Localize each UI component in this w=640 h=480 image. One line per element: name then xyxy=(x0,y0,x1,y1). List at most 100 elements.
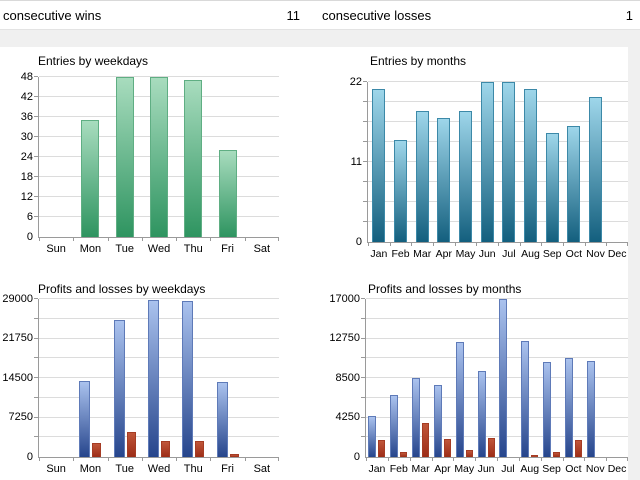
x-axis-label: Aug xyxy=(520,463,540,475)
x-axis-label: Jan xyxy=(370,248,388,260)
y-axis-tick xyxy=(363,201,367,202)
bar-entries xyxy=(115,77,134,237)
gridline xyxy=(366,436,628,438)
bar-loss xyxy=(465,449,473,457)
bar-loss xyxy=(229,453,239,457)
gridline xyxy=(39,298,279,299)
x-axis-tick xyxy=(39,457,40,461)
x-axis-label: Dec xyxy=(607,463,627,475)
bar-loss xyxy=(161,440,170,457)
x-axis-tick xyxy=(541,242,543,246)
bar-loss xyxy=(92,442,102,457)
y-axis-label: 6 xyxy=(26,210,33,223)
consecutive-wins-value: 11 xyxy=(286,7,301,23)
consecutive-losses-cell: consecutive losses 1 xyxy=(300,8,640,23)
y-axis-label: 0 xyxy=(355,235,362,248)
y-axis-tick xyxy=(34,396,38,398)
gridline xyxy=(39,357,279,359)
x-axis-tick xyxy=(563,242,564,246)
y-axis-tick xyxy=(34,136,38,137)
x-axis-tick xyxy=(107,237,109,241)
y-axis-label: 12 xyxy=(20,190,33,203)
y-axis-label: 29000 xyxy=(2,292,33,305)
gridline xyxy=(39,337,279,339)
bar-loss xyxy=(378,440,386,457)
bar-entries xyxy=(394,140,407,242)
gridline xyxy=(366,416,628,418)
bar-loss xyxy=(531,455,539,457)
y-axis-tick xyxy=(34,76,38,77)
y-axis-label: 24 xyxy=(20,150,33,163)
bar-entries xyxy=(437,118,451,242)
x-axis-tick xyxy=(584,242,586,246)
x-axis-tick xyxy=(454,242,456,246)
x-axis-label: Wed xyxy=(147,463,171,475)
y-axis-tick xyxy=(34,196,38,197)
bar-profit xyxy=(521,340,530,457)
gridline xyxy=(368,81,628,82)
y-axis-tick xyxy=(361,436,365,438)
x-axis-tick xyxy=(176,237,178,241)
consecutive-wins-cell: consecutive wins 11 xyxy=(0,8,300,23)
x-axis-tick xyxy=(39,237,40,241)
chart-entries-by-weekdays: Entries by weekdays 0 6 12 18 24 30 36 42 48 Sun M… xyxy=(0,47,320,280)
y-axis-tick xyxy=(363,101,367,102)
y-axis-tick xyxy=(361,337,365,339)
x-axis-label: Thu xyxy=(183,243,203,255)
y-axis-label: 14500 xyxy=(2,371,33,384)
bar-profit xyxy=(564,357,573,457)
x-axis-tick xyxy=(368,242,369,246)
y-axis-tick xyxy=(34,216,38,217)
bar-entries xyxy=(480,82,494,242)
gridline xyxy=(366,317,628,319)
y-axis-label: 48 xyxy=(20,70,33,83)
chart-profits-losses-by-months: Profits and losses by months 0 4250 8500 12… xyxy=(320,280,628,480)
bar-entries xyxy=(524,89,537,242)
y-axis-tick xyxy=(34,317,38,319)
x-axis-label: Tue xyxy=(115,243,134,255)
x-axis-tick xyxy=(584,457,586,461)
y-axis-label: 42 xyxy=(20,90,33,103)
x-axis-tick xyxy=(453,457,455,461)
x-axis-label: May xyxy=(454,463,475,475)
y-axis-tick xyxy=(34,116,38,117)
x-axis-tick xyxy=(73,457,75,461)
x-axis-label: Nov xyxy=(586,248,605,260)
y-axis-label: 21750 xyxy=(2,332,33,344)
x-axis-label: Fri xyxy=(221,463,234,475)
chart-title: Profits and losses by weekdays xyxy=(38,282,206,296)
bar-profit xyxy=(433,385,442,457)
x-axis-tick xyxy=(141,237,143,241)
y-axis-tick xyxy=(361,416,365,418)
gridline xyxy=(39,377,279,378)
charts-panel: Entries by weekdays 0 6 12 18 24 30 36 42 48 Sun M… xyxy=(0,47,628,480)
y-axis-tick xyxy=(361,377,365,378)
x-axis-tick xyxy=(387,457,389,461)
bar-profit xyxy=(216,381,228,457)
x-axis-tick xyxy=(476,242,478,246)
x-axis-tick xyxy=(141,457,143,461)
x-axis-label: Apr xyxy=(434,463,451,475)
gridline xyxy=(368,101,628,102)
x-axis-tick xyxy=(519,242,521,246)
y-axis-tick xyxy=(363,221,367,222)
x-axis-label: Nov xyxy=(585,463,605,475)
bar-profit xyxy=(543,362,552,457)
bar-loss xyxy=(195,440,205,457)
bar-loss xyxy=(487,438,495,457)
x-axis-label: Apr xyxy=(435,248,452,260)
x-axis-label: Sep xyxy=(542,463,561,475)
y-axis-tick xyxy=(34,357,38,359)
bar-profit xyxy=(412,378,421,457)
x-axis-tick xyxy=(73,237,75,241)
x-axis-label: Wed xyxy=(147,243,171,255)
x-axis-tick xyxy=(409,457,411,461)
gridline xyxy=(366,396,628,398)
gridline xyxy=(368,141,628,142)
bar-profit xyxy=(79,380,91,457)
x-axis-tick xyxy=(389,242,391,246)
bar-loss xyxy=(422,422,430,457)
x-axis-tick xyxy=(433,242,434,246)
gridline xyxy=(366,357,628,359)
bar-profit xyxy=(586,361,595,457)
